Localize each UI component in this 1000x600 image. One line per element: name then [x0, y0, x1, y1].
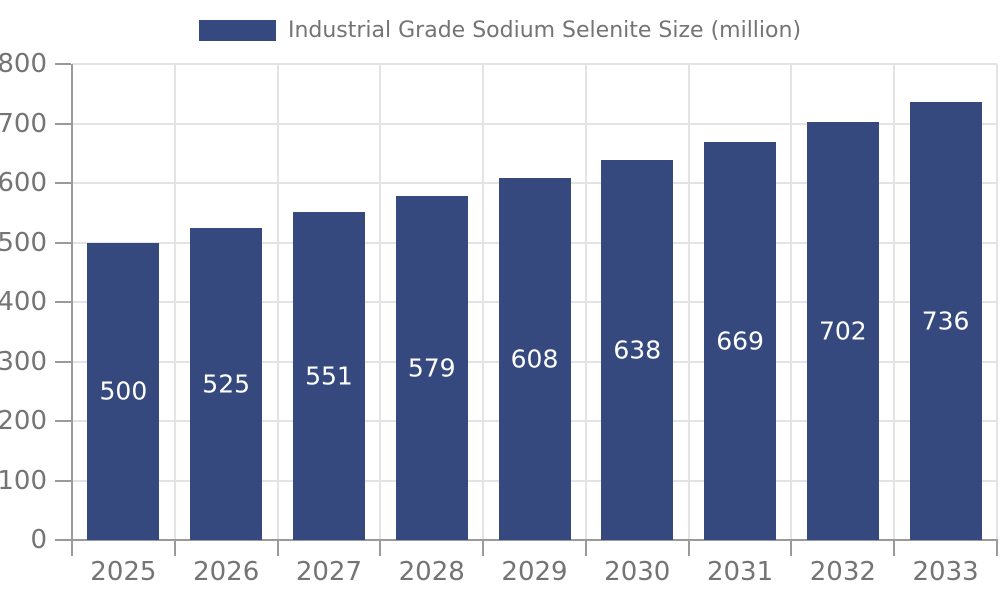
- x-axis-tick: [276, 541, 279, 556]
- bar-value-label: 579: [407, 353, 456, 383]
- x-axis-tick: [893, 541, 896, 556]
- y-axis-label: 600: [0, 168, 47, 198]
- legend[interactable]: Industrial Grade Sodium Selenite Size (m…: [0, 18, 1000, 43]
- y-axis-label: 800: [0, 49, 47, 79]
- y-axis-label: 0: [30, 525, 47, 555]
- x-axis-tick: [482, 541, 485, 556]
- bar-2028: 579: [395, 195, 468, 540]
- bar-value-label: 702: [818, 316, 867, 346]
- gridline-vertical: [173, 64, 176, 540]
- y-axis-tick: [55, 301, 71, 303]
- x-axis-label: 2025: [90, 557, 157, 587]
- y-axis-tick: [55, 63, 71, 65]
- x-axis-label: 2028: [398, 557, 465, 587]
- y-axis-label: 100: [0, 465, 47, 496]
- bar-2029: 608: [498, 178, 571, 540]
- bar-value-label: 669: [716, 326, 764, 356]
- bar-value-label: 500: [99, 376, 148, 406]
- x-axis-tick: [71, 541, 73, 556]
- y-axis-tick: [55, 479, 71, 482]
- y-axis-tick: [55, 122, 71, 125]
- bar-2032: 702: [806, 122, 879, 540]
- x-axis-label: 2033: [912, 557, 979, 587]
- gridline-horizontal: [72, 122, 997, 125]
- x-axis-label: 2029: [501, 557, 568, 587]
- gridline-vertical: [893, 64, 896, 540]
- gridline-vertical: [482, 64, 485, 540]
- y-axis-tick: [55, 360, 71, 363]
- x-axis-tick: [173, 541, 176, 556]
- bar-value-label: 638: [613, 335, 662, 365]
- y-axis-line: [71, 64, 73, 540]
- y-axis-label: 200: [0, 406, 47, 436]
- x-axis-label: 2031: [706, 557, 774, 587]
- gridline-vertical: [687, 64, 690, 540]
- x-axis-tick: [790, 541, 793, 556]
- legend-swatch: [198, 20, 276, 41]
- gridline-vertical: [276, 64, 279, 540]
- x-axis-tick: [996, 541, 998, 556]
- x-axis-label: 2026: [193, 557, 260, 587]
- x-axis-tick: [687, 541, 690, 556]
- x-axis-line: [71, 539, 998, 541]
- x-axis-label: 2027: [295, 557, 363, 587]
- gridline-horizontal: [72, 63, 997, 65]
- gridline-vertical: [584, 64, 587, 540]
- x-axis-tick: [379, 541, 382, 556]
- bar-value-label: 736: [921, 306, 970, 336]
- bar-2025: 500: [87, 242, 160, 540]
- y-axis-label: 500: [0, 227, 47, 258]
- y-axis-tick: [55, 420, 71, 422]
- bar-2031: 669: [704, 141, 777, 540]
- y-axis-label: 700: [0, 108, 47, 139]
- gridline-vertical: [379, 64, 382, 540]
- bar-value-label: 608: [510, 344, 559, 374]
- y-axis-tick: [55, 241, 71, 244]
- y-axis-tick: [55, 539, 71, 541]
- y-axis-label: 400: [0, 287, 47, 317]
- y-axis-tick: [55, 182, 71, 184]
- legend-label: Industrial Grade Sodium Selenite Size (m…: [287, 18, 802, 43]
- plot-area: 0 100 200 300 400 500 600 700 800 2025 2026 2027 202…: [0, 49, 998, 587]
- bar-2026: 525: [190, 227, 263, 540]
- bar-value-label: 551: [305, 361, 353, 391]
- bar-2033: 736: [909, 102, 982, 540]
- bar-value-label: 525: [202, 369, 251, 399]
- gridline-vertical: [790, 64, 793, 540]
- bar-2027: 551: [292, 212, 365, 540]
- bar-2030: 638: [601, 160, 674, 540]
- x-axis-label: 2032: [809, 557, 876, 587]
- gridline-vertical: [996, 64, 998, 540]
- y-axis-label: 300: [0, 346, 47, 377]
- x-axis-tick: [584, 541, 587, 556]
- x-axis-label: 2030: [604, 557, 671, 587]
